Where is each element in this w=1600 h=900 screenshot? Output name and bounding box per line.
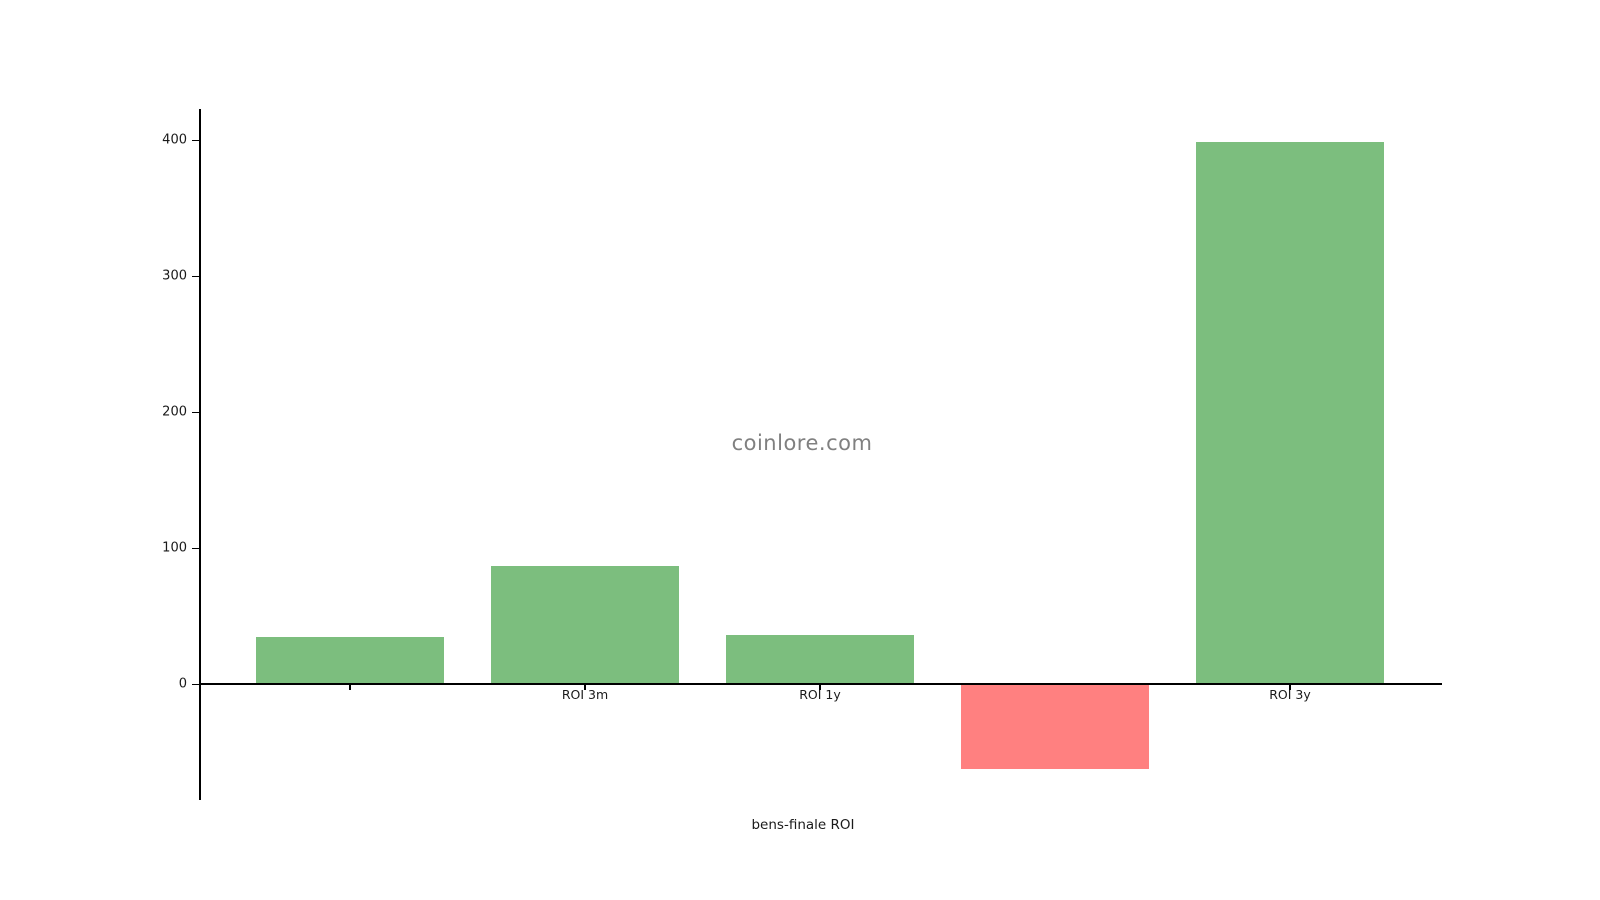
y-tick-mark	[192, 275, 199, 278]
y-tick-mark	[192, 547, 199, 550]
y-tick-mark	[192, 411, 199, 414]
chart-title: bens-finale ROI	[751, 817, 855, 833]
bar	[1196, 141, 1384, 685]
y-tick-label: 200	[162, 404, 187, 420]
x-tick-label: ROI 3m	[561, 687, 609, 703]
bar	[491, 566, 679, 685]
x-tick-mark	[819, 684, 821, 691]
y-tick-label: 0	[178, 676, 187, 692]
bar	[256, 636, 444, 685]
x-tick-label: ROI 3y	[1269, 687, 1311, 703]
y-tick-label: 400	[162, 132, 187, 148]
bar	[961, 684, 1149, 769]
x-tick-mark	[349, 684, 351, 691]
y-tick-mark	[192, 683, 199, 686]
x-tick-mark	[1289, 684, 1291, 691]
y-tick-label: 300	[162, 268, 187, 284]
bar	[726, 635, 914, 685]
y-tick-mark	[192, 139, 199, 142]
y-tick-label: 100	[162, 540, 187, 556]
y-axis-line	[199, 109, 201, 800]
watermark: coinlore.com	[731, 431, 873, 455]
x-tick-label: ROI 1y	[799, 687, 841, 703]
x-axis-line	[199, 683, 1442, 685]
x-tick-mark	[584, 684, 586, 691]
